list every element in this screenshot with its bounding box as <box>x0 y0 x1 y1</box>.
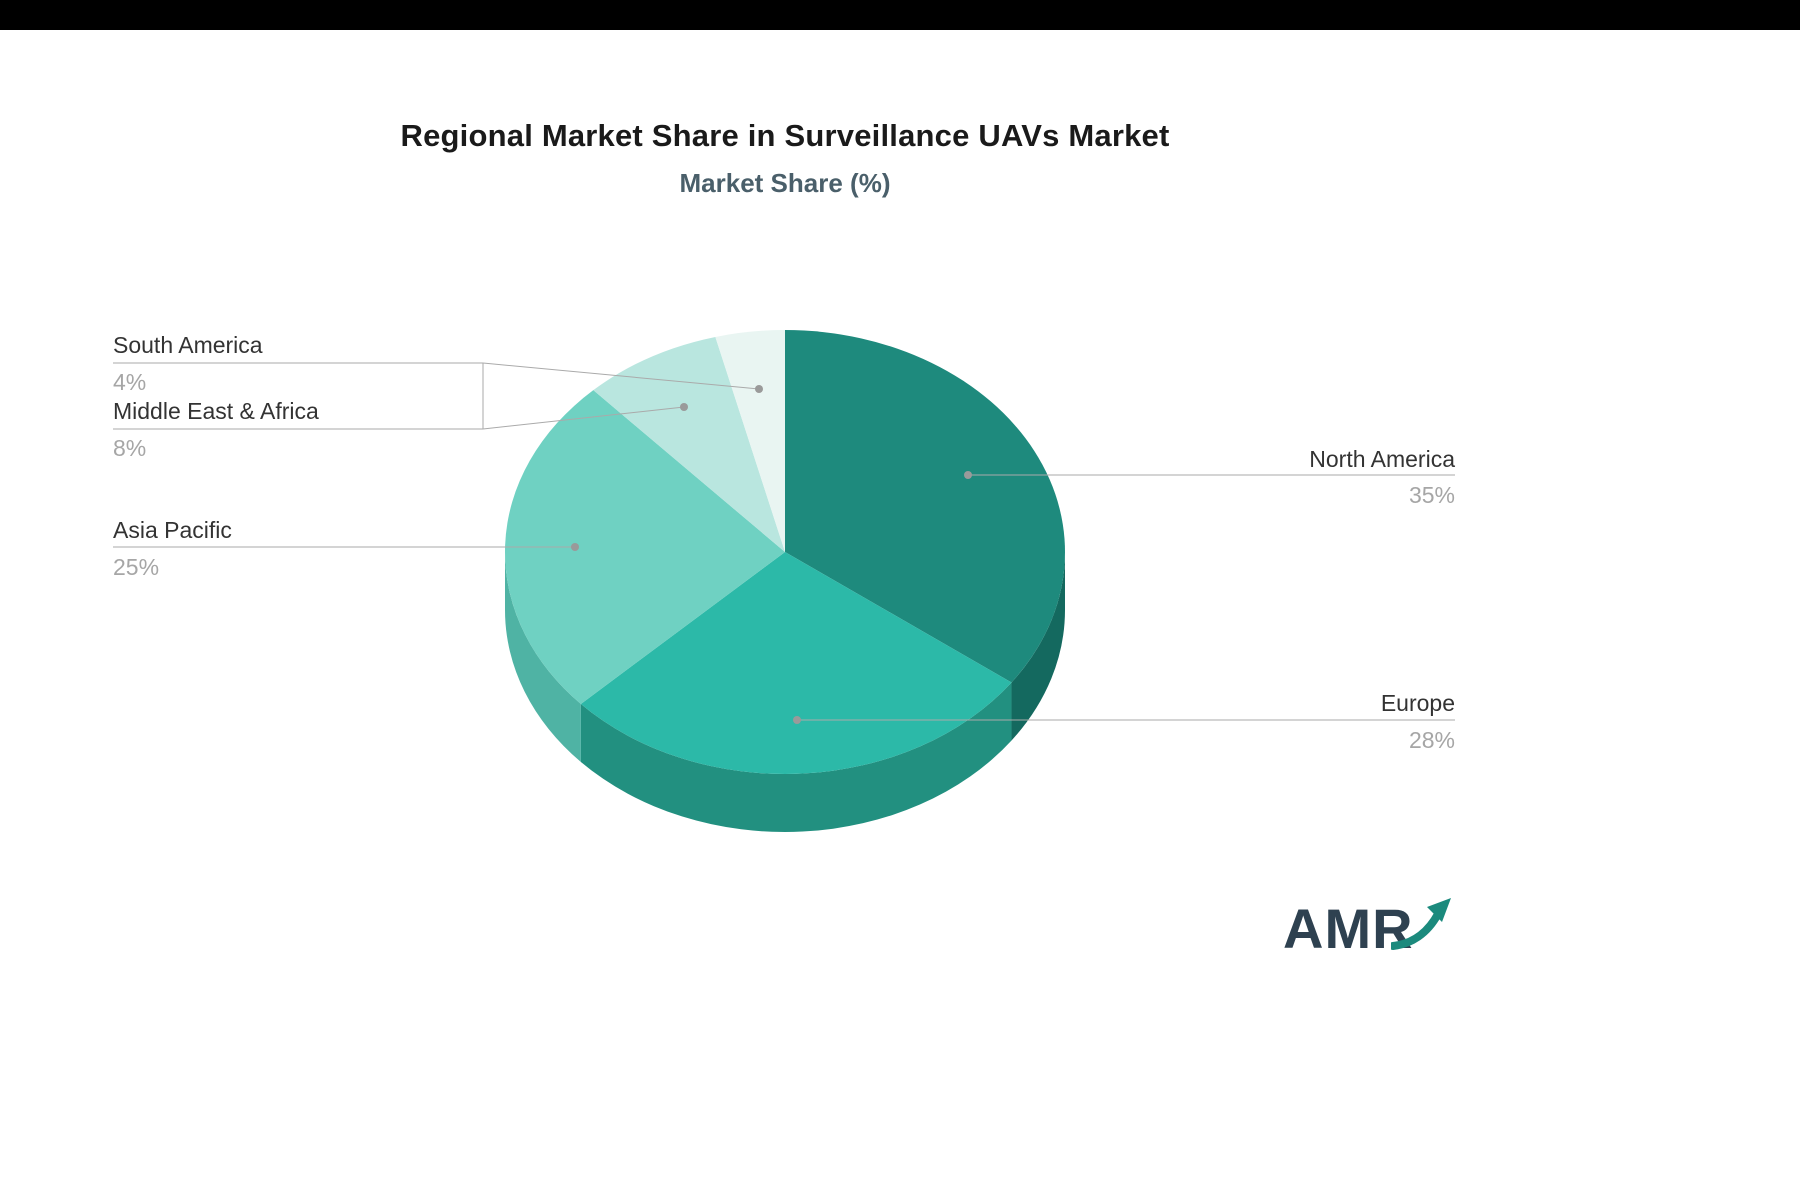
amr-logo-text: AMR <box>1283 897 1414 960</box>
leader-dot-asia-pacific <box>571 543 579 551</box>
pie-slice-asia-pacific[interactable] <box>505 390 785 704</box>
leader-dot-south-america <box>755 385 763 393</box>
chart-title: Regional Market Share in Surveillance UA… <box>400 118 1170 153</box>
pie-slice-side-europe <box>580 682 1012 832</box>
slice-value-asia-pacific: 25% <box>113 554 159 580</box>
leader-connector-south-america <box>482 362 760 390</box>
slice-label-middle-east-africa: Middle East & Africa <box>113 398 319 424</box>
pie-slice-side-north-america <box>1011 552 1065 741</box>
slice-label-europe: Europe <box>1381 690 1455 716</box>
leader-dot-europe <box>793 716 801 724</box>
slice-value-north-america: 35% <box>1409 482 1455 508</box>
slice-value-europe: 28% <box>1409 727 1455 753</box>
leader-connector-middle-east-africa <box>482 406 685 430</box>
chart-subtitle: Market Share (%) <box>679 168 891 198</box>
pie-slice-south-america[interactable] <box>715 330 785 552</box>
pie-slice-middle-east-africa[interactable] <box>593 336 785 552</box>
slice-value-south-america: 4% <box>113 369 146 395</box>
amr-logo: AMR <box>1283 896 1463 966</box>
leader-dot-middle-east-africa <box>680 403 688 411</box>
pie-slice-north-america[interactable] <box>785 330 1065 683</box>
slice-label-north-america: North America <box>1309 446 1455 472</box>
slice-label-south-america: South America <box>113 332 263 358</box>
top-bar <box>0 0 1800 30</box>
pie-slice-europe[interactable] <box>580 552 1012 775</box>
leader-dot-north-america <box>964 471 972 479</box>
amr-logo-arrow-icon <box>1391 898 1451 950</box>
pie-slice-side-asia-pacific <box>505 552 581 762</box>
slice-value-middle-east-africa: 8% <box>113 435 146 461</box>
slice-label-asia-pacific: Asia Pacific <box>113 517 232 543</box>
